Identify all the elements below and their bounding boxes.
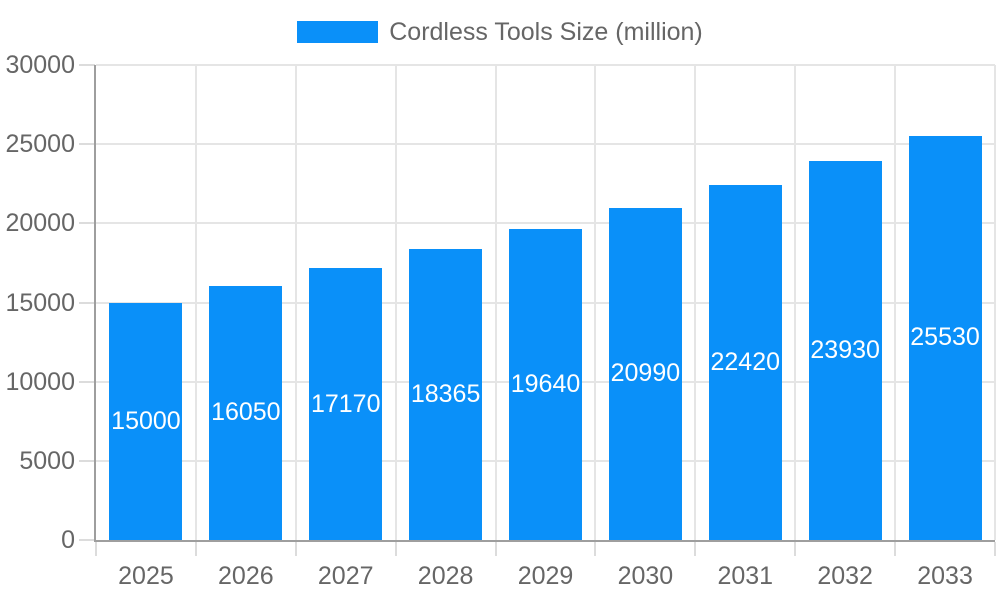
bar-value-label: 18365 <box>410 380 481 409</box>
gridline <box>96 64 995 66</box>
y-tick-label: 20000 <box>5 209 75 238</box>
y-tick-mark <box>79 539 95 541</box>
gridline <box>294 65 297 540</box>
bar-2026[interactable]: 16050 <box>209 285 283 540</box>
x-tick-label: 2025 <box>118 562 174 590</box>
bar-2032[interactable]: 23930 <box>808 161 882 540</box>
gridline <box>494 65 497 540</box>
bar-2031[interactable]: 22420 <box>708 185 782 540</box>
x-tick-label: 2030 <box>617 562 674 590</box>
y-axis-line <box>94 65 96 542</box>
y-tick-label: 25000 <box>5 130 75 159</box>
y-tick-mark <box>79 64 95 66</box>
bar-value-label: 25530 <box>910 323 980 352</box>
y-tick-mark <box>79 459 95 462</box>
x-tick-mark <box>994 542 996 556</box>
legend-label: Cordless Tools Size (million) <box>389 18 703 46</box>
bar-2030[interactable]: 20990 <box>608 207 682 540</box>
bar-value-label: 23930 <box>810 336 880 365</box>
x-tick-label: 2026 <box>218 562 274 590</box>
plot-area: 0 5000 10000 15000 20000 25000 30000 15000 2025 1… <box>5 51 996 590</box>
x-tick-label: 2033 <box>917 562 973 590</box>
x-tick-mark <box>394 542 397 556</box>
bar-2033[interactable]: 25530 <box>908 135 982 540</box>
y-tick-mark <box>79 143 95 146</box>
x-tick-label: 2029 <box>517 562 574 590</box>
gridline <box>194 65 197 540</box>
y-tick-label: 5000 <box>19 446 75 475</box>
x-tick-mark <box>294 542 297 556</box>
bar-2025[interactable]: 15000 <box>109 302 183 540</box>
y-tick-label: 0 <box>61 526 75 554</box>
x-tick-mark <box>494 542 497 556</box>
x-tick-mark <box>794 542 797 556</box>
gridline <box>794 65 797 540</box>
gridline <box>394 65 397 540</box>
gridline <box>694 65 697 540</box>
y-tick-mark <box>79 222 95 225</box>
gridline <box>894 65 897 540</box>
y-tick-mark <box>79 301 95 304</box>
bar-value-label: 19640 <box>510 370 581 398</box>
x-tick-mark <box>594 542 597 556</box>
bar-2029[interactable]: 19640 <box>509 229 582 540</box>
x-tick-mark <box>95 542 97 556</box>
y-tick-label: 10000 <box>5 367 75 396</box>
legend-swatch <box>297 21 379 43</box>
x-tick-mark <box>694 542 697 556</box>
x-tick-label: 2031 <box>717 562 774 590</box>
gridline <box>994 65 996 540</box>
x-tick-mark <box>194 542 197 556</box>
y-tick-mark <box>79 380 95 383</box>
bar-2027[interactable]: 17170 <box>309 268 383 540</box>
x-tick-label: 2028 <box>417 562 474 590</box>
gridline <box>96 222 995 225</box>
bar-value-label: 22420 <box>710 348 781 376</box>
chart-legend[interactable]: Cordless Tools Size (million) <box>0 19 1000 45</box>
x-tick-mark <box>894 542 897 556</box>
gridline <box>594 65 597 540</box>
y-tick-label: 15000 <box>5 288 75 317</box>
x-axis-line <box>94 540 995 542</box>
x-tick-label: 2032 <box>817 562 873 590</box>
bar-value-label: 16050 <box>211 398 281 427</box>
x-tick-label: 2027 <box>317 562 374 590</box>
bar-value-label: 17170 <box>310 389 381 418</box>
y-tick-label: 30000 <box>5 51 75 79</box>
bar-value-label: 15000 <box>111 406 181 435</box>
gridline <box>96 143 995 146</box>
bar-value-label: 20990 <box>610 359 681 388</box>
bar-2028[interactable]: 18365 <box>409 249 483 540</box>
